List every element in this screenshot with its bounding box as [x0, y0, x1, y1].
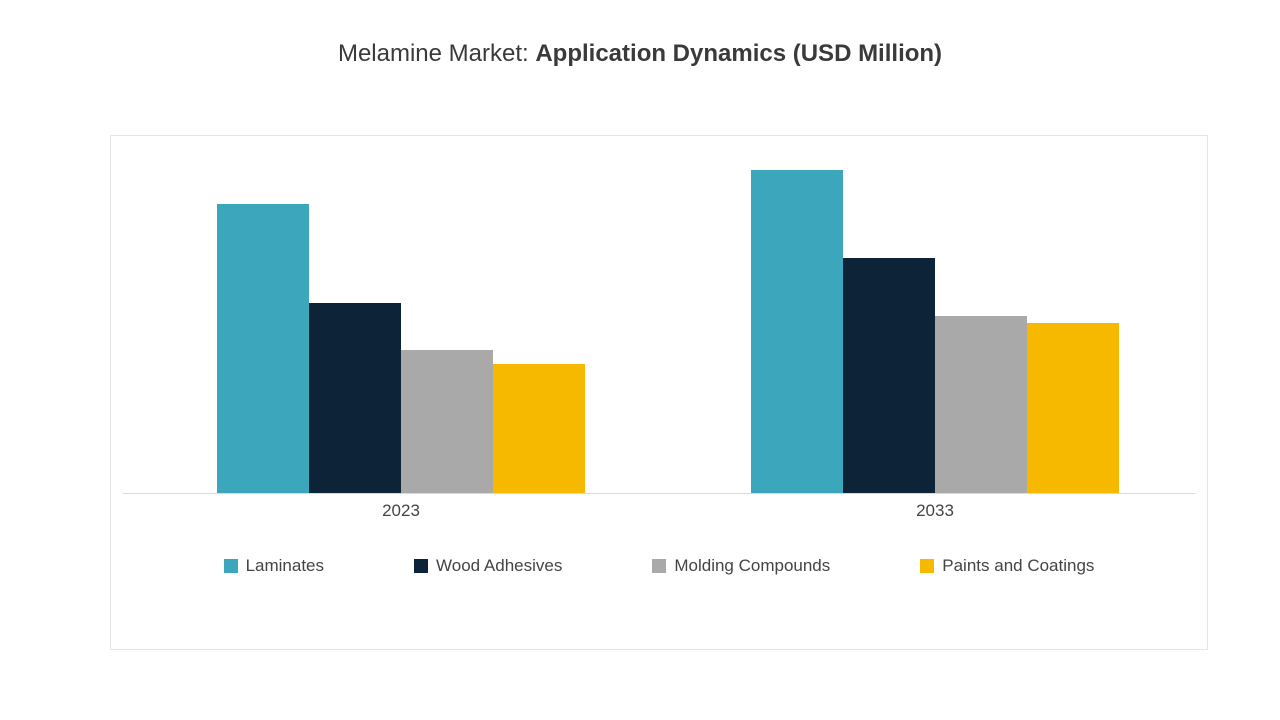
plot-area: [123, 154, 1195, 494]
legend-item: Paints and Coatings: [920, 556, 1094, 576]
legend-swatch: [920, 559, 934, 573]
chart-panel: 2023 2033 Laminates Wood Adhesives Molding …: [110, 135, 1208, 650]
legend-label: Molding Compounds: [674, 556, 830, 576]
bar: [309, 303, 401, 493]
title-main: Application Dynamics (USD Million): [535, 40, 942, 67]
x-axis-labels: 2023 2033: [123, 501, 1195, 531]
bar: [401, 350, 493, 493]
x-tick-label: 2023: [382, 501, 420, 521]
legend-item: Molding Compounds: [652, 556, 830, 576]
legend-label: Wood Adhesives: [436, 556, 562, 576]
legend-item: Laminates: [224, 556, 324, 576]
bar: [493, 364, 585, 493]
chart-title: Melamine Market: Application Dynamics (U…: [0, 0, 1280, 68]
legend-item: Wood Adhesives: [414, 556, 562, 576]
legend-label: Laminates: [246, 556, 324, 576]
bar: [1027, 323, 1119, 493]
x-tick-label: 2033: [916, 501, 954, 521]
bar: [935, 316, 1027, 493]
title-prefix: Melamine Market:: [338, 40, 535, 67]
bar-group: [217, 154, 585, 493]
bar: [751, 170, 843, 493]
legend: Laminates Wood Adhesives Molding Compounds…: [111, 556, 1207, 576]
legend-label: Paints and Coatings: [942, 556, 1094, 576]
legend-swatch: [414, 559, 428, 573]
bar-group: [751, 154, 1119, 493]
bar: [843, 258, 935, 493]
bar: [217, 204, 309, 493]
legend-swatch: [224, 559, 238, 573]
legend-swatch: [652, 559, 666, 573]
